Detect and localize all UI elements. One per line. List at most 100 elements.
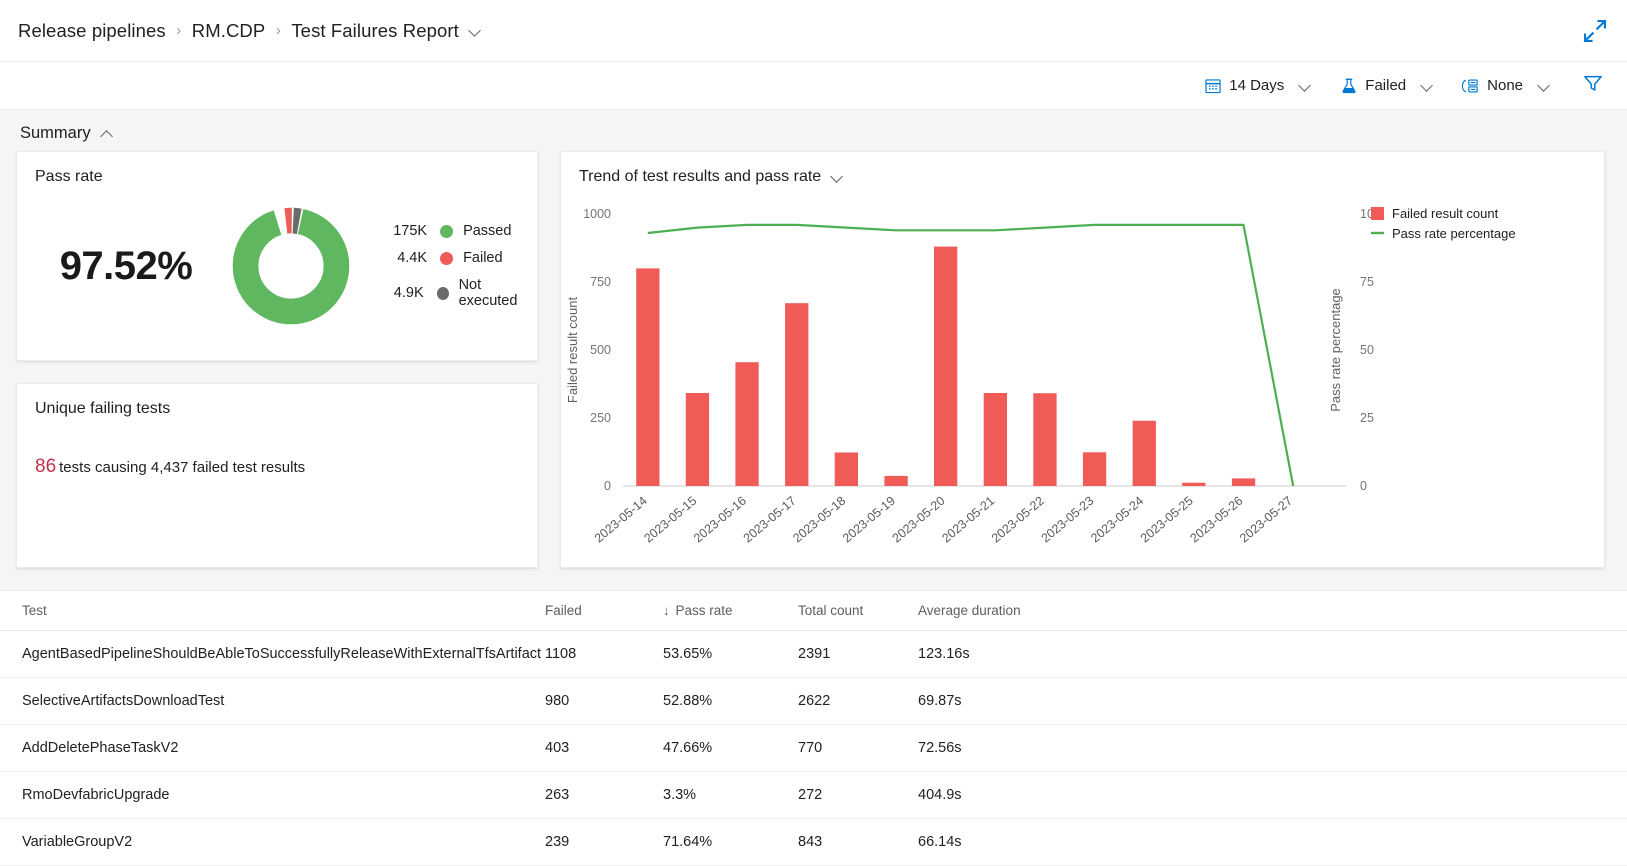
- table-row[interactable]: AgentBasedPipelineShouldBeAbleToSuccessf…: [0, 630, 1627, 678]
- outcome-filter[interactable]: Failed: [1332, 73, 1444, 99]
- breadcrumb-item-test-failures-report[interactable]: Test Failures Report: [291, 19, 459, 41]
- cell-total-count: 843: [798, 818, 918, 866]
- trend-chart-title-toggle[interactable]: Trend of test results and pass rate: [561, 152, 846, 186]
- y2-axis-tick: 50: [1360, 343, 1374, 357]
- cell-total-count: 2622: [798, 677, 918, 725]
- expand-diagonal-icon[interactable]: [1581, 17, 1609, 45]
- breadcrumb-separator: ›: [275, 22, 281, 39]
- chart-bar[interactable]: [735, 362, 759, 486]
- x-axis-tick: 2023-05-21: [939, 494, 997, 546]
- chart-bar[interactable]: [1033, 393, 1057, 486]
- x-axis-tick: 2023-05-17: [741, 494, 799, 546]
- chevron-down-icon[interactable]: [468, 23, 484, 39]
- cell-failed: 239: [545, 818, 663, 866]
- x-axis-tick: 2023-05-20: [890, 494, 948, 546]
- cell-average-duration: 72.56s: [918, 724, 1627, 772]
- legend-swatch-failed-result-count: [1371, 207, 1384, 220]
- cell-pass-rate: 3.3%: [663, 771, 798, 819]
- cell-failed: 980: [545, 677, 663, 725]
- legend-dot-failed: [440, 251, 454, 265]
- table-header-row: Test Failed ↓ Pass rate Total count Avera…: [0, 591, 1627, 631]
- breadcrumb-item-release-pipelines[interactable]: Release pipelines: [18, 19, 166, 41]
- chart-bar[interactable]: [1082, 452, 1107, 486]
- pass-rate-line[interactable]: [647, 223, 1295, 487]
- chart-bar[interactable]: [884, 475, 908, 486]
- chart-bar[interactable]: [785, 303, 809, 486]
- chart-bar[interactable]: [834, 452, 858, 487]
- chart-bar[interactable]: [1132, 420, 1156, 486]
- trend-chart-title: Trend of test results and pass rate: [579, 168, 822, 185]
- grouping-filter[interactable]: None: [1454, 73, 1561, 99]
- x-axis-tick: 2023-05-19: [840, 494, 898, 546]
- legend-dot-passed: [440, 224, 454, 238]
- cell-total-count: 2391: [798, 630, 918, 678]
- cell-average-duration: 69.87s: [918, 677, 1627, 725]
- calendar-icon: [1204, 77, 1222, 95]
- cell-pass-rate: 71.64%: [663, 818, 798, 866]
- chart-bar[interactable]: [685, 393, 710, 486]
- cell-test: SelectiveArtifactsDownloadTest: [0, 677, 545, 725]
- table-row[interactable]: VariableGroupV2 239 71.64% 843 66.14s: [0, 818, 1627, 866]
- chart-bar[interactable]: [636, 268, 660, 486]
- y-axis-tick: 250: [590, 411, 611, 425]
- cell-failed: 403: [545, 724, 663, 772]
- cell-test: AgentBasedPipelineShouldBeAbleToSuccessf…: [0, 630, 545, 678]
- cell-average-duration: 66.14s: [918, 818, 1627, 866]
- y2-axis-tick: 75: [1360, 275, 1374, 289]
- column-header-average-duration[interactable]: Average duration: [918, 591, 1627, 631]
- chevron-down-icon: [830, 169, 846, 185]
- legend-item-passed: 175K Passed: [385, 223, 537, 239]
- x-axis-tick: 2023-05-25: [1138, 494, 1196, 546]
- breadcrumb-item-rm-cdp[interactable]: RM.CDP: [191, 19, 266, 41]
- unique-failing-tests-body: 86 tests causing 4,437 failed test result…: [17, 418, 537, 478]
- column-header-total-count[interactable]: Total count: [798, 591, 918, 631]
- period-filter[interactable]: 14 Days: [1196, 73, 1322, 99]
- cell-failed: 1108: [545, 630, 663, 678]
- pass-rate-value: 97.52%: [59, 243, 193, 288]
- column-header-pass-rate[interactable]: ↓ Pass rate: [663, 591, 798, 631]
- table-row[interactable]: RmoDevfabricUpgrade 263 3.3% 272 404.9s: [0, 771, 1627, 819]
- cell-average-duration: 404.9s: [918, 771, 1627, 819]
- legend-item-failed: 4.4K Failed: [385, 250, 537, 266]
- legend-label-pass-rate-percentage: Pass rate percentage: [1392, 226, 1516, 241]
- cell-failed: 263: [545, 771, 663, 819]
- column-header-test[interactable]: Test: [0, 591, 545, 631]
- column-header-failed[interactable]: Failed: [545, 591, 663, 631]
- filter-toolbar: 14 Days Failed None: [0, 62, 1627, 110]
- cell-test: VariableGroupV2: [0, 818, 545, 866]
- table-row[interactable]: AddDeletePhaseTaskV2 403 47.66% 770 72.56s: [0, 724, 1627, 772]
- legend-value-not-executed: 4.9K: [393, 285, 424, 301]
- x-axis-tick: 2023-05-26: [1187, 494, 1245, 546]
- chart-bar[interactable]: [1182, 482, 1206, 486]
- y2-axis-tick: 25: [1360, 411, 1374, 425]
- funnel-icon[interactable]: [1575, 67, 1611, 104]
- cell-test: AddDeletePhaseTaskV2: [0, 724, 545, 772]
- breadcrumb-bar: Release pipelines › RM.CDP › Test Failur…: [0, 0, 1627, 62]
- x-axis-tick: 2023-05-18: [790, 494, 848, 546]
- table-row[interactable]: SelectiveArtifactsDownloadTest 980 52.88% 2…: [0, 677, 1627, 725]
- legend-label-failed-result-count: Failed result count: [1392, 206, 1499, 221]
- unique-failing-tests-count: 86: [35, 456, 57, 477]
- chevron-up-icon: [100, 126, 116, 142]
- chart-bar[interactable]: [934, 246, 958, 486]
- cell-test: RmoDevfabricUpgrade: [0, 771, 545, 819]
- flask-icon: [1340, 77, 1358, 95]
- column-header-pass-rate-label: Pass rate: [675, 603, 733, 618]
- chevron-down-icon: [1537, 78, 1553, 94]
- x-axis-tick: 2023-05-16: [691, 494, 749, 546]
- y-axis-tick: 1000: [583, 207, 611, 221]
- cell-pass-rate: 47.66%: [663, 724, 798, 772]
- table-body: AgentBasedPipelineShouldBeAbleToSuccessf…: [0, 630, 1627, 866]
- x-axis-tick: 2023-05-14: [592, 494, 650, 546]
- cell-pass-rate: 53.65%: [663, 630, 798, 678]
- group-by-icon: [1461, 77, 1480, 95]
- summary-label: Summary: [20, 124, 91, 142]
- chart-bar[interactable]: [1231, 478, 1256, 486]
- x-axis-tick: 2023-05-23: [1039, 494, 1097, 546]
- y2-axis-tick: 0: [1360, 479, 1367, 493]
- trend-chart-svg: 0250500750100002550751002023-05-142023-0…: [565, 206, 1516, 546]
- sort-descending-icon: ↓: [663, 603, 670, 618]
- chart-bar[interactable]: [983, 393, 1007, 486]
- pass-rate-card: Pass rate 97.52%: [16, 151, 538, 361]
- summary-toggle[interactable]: Summary: [0, 110, 1627, 151]
